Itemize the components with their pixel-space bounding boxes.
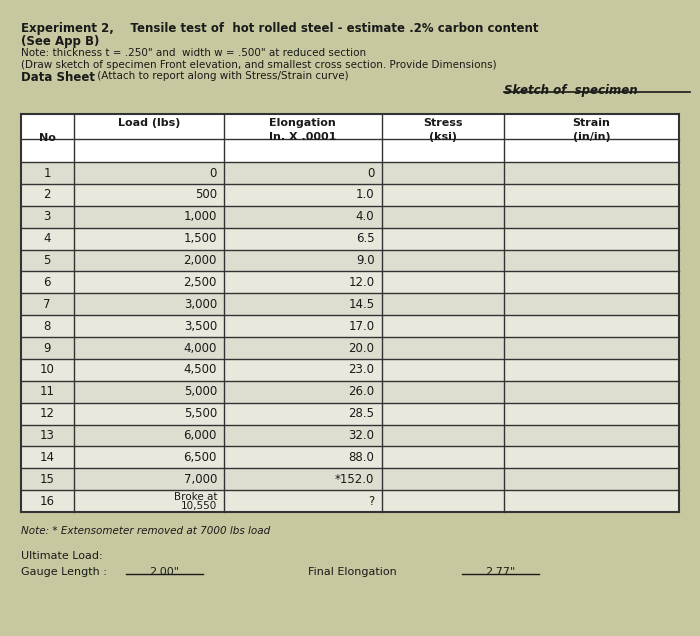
Text: 1,000: 1,000 [183,211,217,223]
Text: 17.0: 17.0 [349,320,375,333]
Text: 14.5: 14.5 [349,298,375,311]
Text: Elongation: Elongation [270,118,336,128]
Text: (ksi): (ksi) [428,132,457,142]
Text: 0: 0 [209,167,217,179]
Text: 5,000: 5,000 [183,385,217,398]
Text: 9: 9 [43,342,51,354]
Text: 3,500: 3,500 [183,320,217,333]
Text: 20.0: 20.0 [349,342,375,354]
Text: No: No [38,134,56,143]
Text: Data Sheet: Data Sheet [21,71,95,84]
Text: 32.0: 32.0 [349,429,375,442]
Text: 5,500: 5,500 [183,407,217,420]
Text: 12: 12 [40,407,55,420]
Text: Broke at: Broke at [174,492,217,502]
Text: (Draw sketch of specimen Front elevation, and smallest cross section. Provide Di: (Draw sketch of specimen Front elevation… [21,60,496,70]
Text: 7: 7 [43,298,51,311]
Text: 4: 4 [43,232,51,245]
Text: Experiment 2,    Tensile test of  hot rolled steel - estimate .2% carbon content: Experiment 2, Tensile test of hot rolled… [21,22,538,35]
Text: 23.0: 23.0 [349,363,375,377]
Text: Gauge Length :: Gauge Length : [21,567,107,577]
Text: 2: 2 [43,188,51,202]
Text: 26.0: 26.0 [349,385,375,398]
Text: 88.0: 88.0 [349,451,375,464]
Text: 0: 0 [367,167,374,179]
Text: Strain: Strain [573,118,610,128]
Text: (Attach to report along with Stress/Strain curve): (Attach to report along with Stress/Stra… [94,71,349,81]
Text: 4,500: 4,500 [183,363,217,377]
Text: 10,550: 10,550 [181,501,217,511]
Text: 3,000: 3,000 [183,298,217,311]
Text: 6: 6 [43,276,51,289]
Text: 6,500: 6,500 [183,451,217,464]
Text: 16: 16 [40,495,55,508]
Text: Note: * Extensometer removed at 7000 lbs load: Note: * Extensometer removed at 7000 lbs… [21,526,270,536]
Text: 2.00": 2.00" [150,567,179,577]
Text: 500: 500 [195,188,217,202]
Text: 10: 10 [40,363,55,377]
Text: Note: thickness t = .250" and  width w = .500" at reduced section: Note: thickness t = .250" and width w = … [21,48,366,59]
Text: 3: 3 [43,211,51,223]
Text: 8: 8 [43,320,51,333]
Text: 1,500: 1,500 [183,232,217,245]
Text: 2.77": 2.77" [485,567,516,577]
Text: 5: 5 [43,254,51,267]
Text: 7,000: 7,000 [183,473,217,486]
Text: 4.0: 4.0 [356,211,375,223]
Text: Stress: Stress [423,118,463,128]
Text: 6.5: 6.5 [356,232,375,245]
Text: *152.0: *152.0 [335,473,375,486]
Text: Sketch of  specimen: Sketch of specimen [504,84,638,97]
Text: (in/in): (in/in) [573,132,610,142]
Text: Ultimate Load:: Ultimate Load: [21,551,103,562]
Text: 1: 1 [43,167,51,179]
Text: 4,000: 4,000 [183,342,217,354]
Text: 6,000: 6,000 [183,429,217,442]
Text: ?: ? [368,495,374,508]
Text: Final Elongation: Final Elongation [308,567,397,577]
Text: 28.5: 28.5 [349,407,375,420]
Text: (See App B): (See App B) [21,35,99,48]
Text: 12.0: 12.0 [349,276,375,289]
Text: In. X .0001: In. X .0001 [269,132,337,142]
Text: 1.0: 1.0 [356,188,375,202]
Text: 14: 14 [40,451,55,464]
Text: Load (lbs): Load (lbs) [118,118,180,128]
Text: 11: 11 [40,385,55,398]
Text: 2,000: 2,000 [183,254,217,267]
Text: 2,500: 2,500 [183,276,217,289]
Text: 15: 15 [40,473,55,486]
Text: 9.0: 9.0 [356,254,375,267]
Text: 13: 13 [40,429,55,442]
